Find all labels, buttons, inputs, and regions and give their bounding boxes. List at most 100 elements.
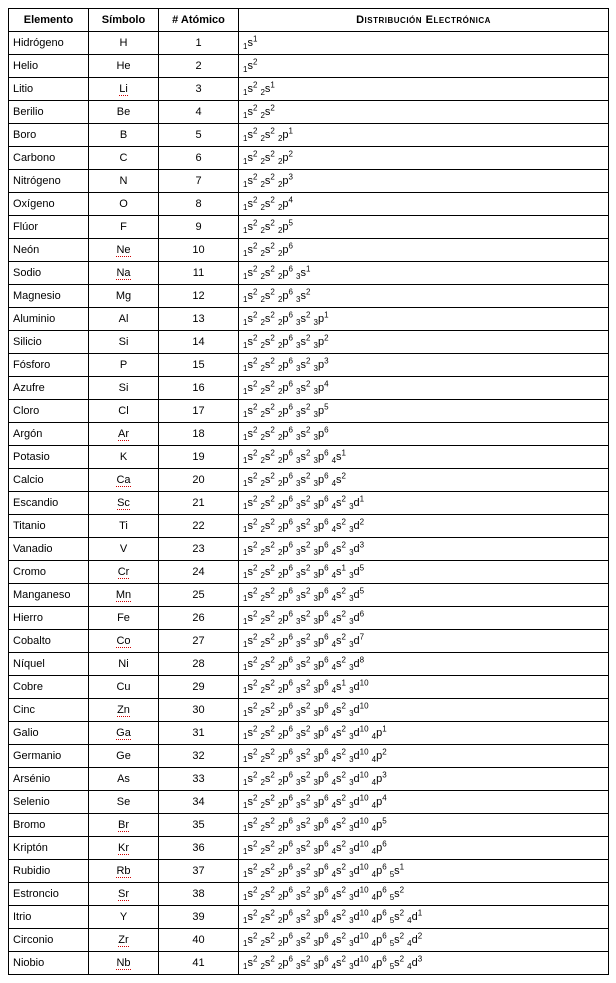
cell-simbolo: F bbox=[89, 216, 159, 239]
cell-simbolo: N bbox=[89, 170, 159, 193]
cell-elemento: Flúor bbox=[9, 216, 89, 239]
cell-simbolo: Se bbox=[89, 791, 159, 814]
cell-atomico: 40 bbox=[159, 929, 239, 952]
cell-atomico: 31 bbox=[159, 722, 239, 745]
cell-simbolo: Mg bbox=[89, 285, 159, 308]
cell-atomico: 33 bbox=[159, 768, 239, 791]
cell-distribucion: 1s2 2s2 2p6 3s2 3p6 4s2 3d10 4p5 bbox=[239, 814, 609, 837]
table-row: FósforoP151s2 2s2 2p6 3s2 3p3 bbox=[9, 354, 609, 377]
cell-elemento: Oxígeno bbox=[9, 193, 89, 216]
table-row: CincZn301s2 2s2 2p6 3s2 3p6 4s2 3d10 bbox=[9, 699, 609, 722]
cell-atomico: 18 bbox=[159, 423, 239, 446]
cell-elemento: Germanio bbox=[9, 745, 89, 768]
table-header-row: Elemento Símbolo # Atómico Distribución … bbox=[9, 9, 609, 32]
cell-elemento: Helio bbox=[9, 55, 89, 78]
cell-simbolo: Nb bbox=[89, 952, 159, 975]
cell-distribucion: 1s2 2s2 2p6 3s2 3p6 4s2 3d10 4p3 bbox=[239, 768, 609, 791]
cell-simbolo: Ni bbox=[89, 653, 159, 676]
col-simbolo: Símbolo bbox=[89, 9, 159, 32]
cell-elemento: Cloro bbox=[9, 400, 89, 423]
periodic-table: Elemento Símbolo # Atómico Distribución … bbox=[8, 8, 609, 975]
cell-simbolo: V bbox=[89, 538, 159, 561]
cell-elemento: Cobre bbox=[9, 676, 89, 699]
cell-simbolo: Kr bbox=[89, 837, 159, 860]
cell-elemento: Bromo bbox=[9, 814, 89, 837]
cell-atomico: 22 bbox=[159, 515, 239, 538]
table-row: VanadioV231s2 2s2 2p6 3s2 3p6 4s2 3d3 bbox=[9, 538, 609, 561]
cell-elemento: Itrio bbox=[9, 906, 89, 929]
cell-elemento: Magnesio bbox=[9, 285, 89, 308]
cell-simbolo: Li bbox=[89, 78, 159, 101]
cell-simbolo: Co bbox=[89, 630, 159, 653]
table-row: TitanioTi221s2 2s2 2p6 3s2 3p6 4s2 3d2 bbox=[9, 515, 609, 538]
table-row: GermanioGe321s2 2s2 2p6 3s2 3p6 4s2 3d10… bbox=[9, 745, 609, 768]
cell-atomico: 4 bbox=[159, 101, 239, 124]
table-row: NiobioNb411s2 2s2 2p6 3s2 3p6 4s2 3d10 4… bbox=[9, 952, 609, 975]
table-row: HelioHe21s2 bbox=[9, 55, 609, 78]
cell-atomico: 10 bbox=[159, 239, 239, 262]
cell-elemento: Galio bbox=[9, 722, 89, 745]
table-row: RubidioRb371s2 2s2 2p6 3s2 3p6 4s2 3d10 … bbox=[9, 860, 609, 883]
cell-elemento: Rubidio bbox=[9, 860, 89, 883]
cell-distribucion: 1s2 2s2 2p6 3s2 3p6 4s1 3d10 bbox=[239, 676, 609, 699]
table-row: GalioGa311s2 2s2 2p6 3s2 3p6 4s2 3d10 4p… bbox=[9, 722, 609, 745]
table-row: BoroB51s2 2s2 2p1 bbox=[9, 124, 609, 147]
table-row: AzufreSi161s2 2s2 2p6 3s2 3p4 bbox=[9, 377, 609, 400]
cell-simbolo: He bbox=[89, 55, 159, 78]
table-row: BerilioBe41s2 2s2 bbox=[9, 101, 609, 124]
cell-atomico: 11 bbox=[159, 262, 239, 285]
cell-atomico: 5 bbox=[159, 124, 239, 147]
cell-atomico: 24 bbox=[159, 561, 239, 584]
table-row: CalcioCa201s2 2s2 2p6 3s2 3p6 4s2 bbox=[9, 469, 609, 492]
cell-distribucion: 1s2 2s2 2p1 bbox=[239, 124, 609, 147]
cell-simbolo: K bbox=[89, 446, 159, 469]
table-row: BromoBr351s2 2s2 2p6 3s2 3p6 4s2 3d10 4p… bbox=[9, 814, 609, 837]
cell-atomico: 34 bbox=[159, 791, 239, 814]
cell-atomico: 15 bbox=[159, 354, 239, 377]
cell-distribucion: 1s2 2s2 2p6 3s2 3p6 4s2 3d7 bbox=[239, 630, 609, 653]
cell-atomico: 2 bbox=[159, 55, 239, 78]
cell-simbolo: Ar bbox=[89, 423, 159, 446]
table-row: HidrógenoH11s1 bbox=[9, 32, 609, 55]
table-row: CromoCr241s2 2s2 2p6 3s2 3p6 4s1 3d5 bbox=[9, 561, 609, 584]
col-elemento: Elemento bbox=[9, 9, 89, 32]
cell-distribucion: 1s2 2s2 2p6 3s2 bbox=[239, 285, 609, 308]
cell-atomico: 17 bbox=[159, 400, 239, 423]
cell-elemento: Silicio bbox=[9, 331, 89, 354]
cell-simbolo: Cu bbox=[89, 676, 159, 699]
cell-elemento: Selenio bbox=[9, 791, 89, 814]
cell-simbolo: Si bbox=[89, 377, 159, 400]
cell-simbolo: B bbox=[89, 124, 159, 147]
cell-atomico: 8 bbox=[159, 193, 239, 216]
cell-elemento: Berilio bbox=[9, 101, 89, 124]
cell-atomico: 1 bbox=[159, 32, 239, 55]
cell-elemento: Niobio bbox=[9, 952, 89, 975]
cell-elemento: Neón bbox=[9, 239, 89, 262]
cell-atomico: 7 bbox=[159, 170, 239, 193]
table-row: MagnesioMg121s2 2s2 2p6 3s2 bbox=[9, 285, 609, 308]
cell-distribucion: 1s2 2s2 2p6 bbox=[239, 239, 609, 262]
cell-atomico: 30 bbox=[159, 699, 239, 722]
cell-simbolo: Rb bbox=[89, 860, 159, 883]
cell-simbolo: Sr bbox=[89, 883, 159, 906]
cell-simbolo: Y bbox=[89, 906, 159, 929]
cell-distribucion: 1s2 2s2 2p6 3s2 3p6 4s2 3d10 4p6 5s1 bbox=[239, 860, 609, 883]
cell-distribucion: 1s2 2s2 2p6 3s2 3p6 4s1 bbox=[239, 446, 609, 469]
cell-simbolo: As bbox=[89, 768, 159, 791]
cell-atomico: 3 bbox=[159, 78, 239, 101]
table-row: OxígenoO81s2 2s2 2p4 bbox=[9, 193, 609, 216]
cell-atomico: 14 bbox=[159, 331, 239, 354]
cell-distribucion: 1s2 2s2 2p6 3s2 3p3 bbox=[239, 354, 609, 377]
col-distribucion: Distribución Electrónica bbox=[239, 9, 609, 32]
table-row: NitrógenoN71s2 2s2 2p3 bbox=[9, 170, 609, 193]
table-row: PotasioK191s2 2s2 2p6 3s2 3p6 4s1 bbox=[9, 446, 609, 469]
cell-elemento: Kriptón bbox=[9, 837, 89, 860]
cell-simbolo: Be bbox=[89, 101, 159, 124]
cell-distribucion: 1s2 2s2 2p6 3s2 3p6 4s2 3d2 bbox=[239, 515, 609, 538]
cell-elemento: Estroncio bbox=[9, 883, 89, 906]
cell-elemento: Azufre bbox=[9, 377, 89, 400]
cell-atomico: 39 bbox=[159, 906, 239, 929]
cell-distribucion: 1s2 2s2 2p6 3s2 3p6 4s2 3d10 bbox=[239, 699, 609, 722]
cell-elemento: Circonio bbox=[9, 929, 89, 952]
cell-distribucion: 1s2 2s2 2p6 3s2 3p6 4s2 bbox=[239, 469, 609, 492]
